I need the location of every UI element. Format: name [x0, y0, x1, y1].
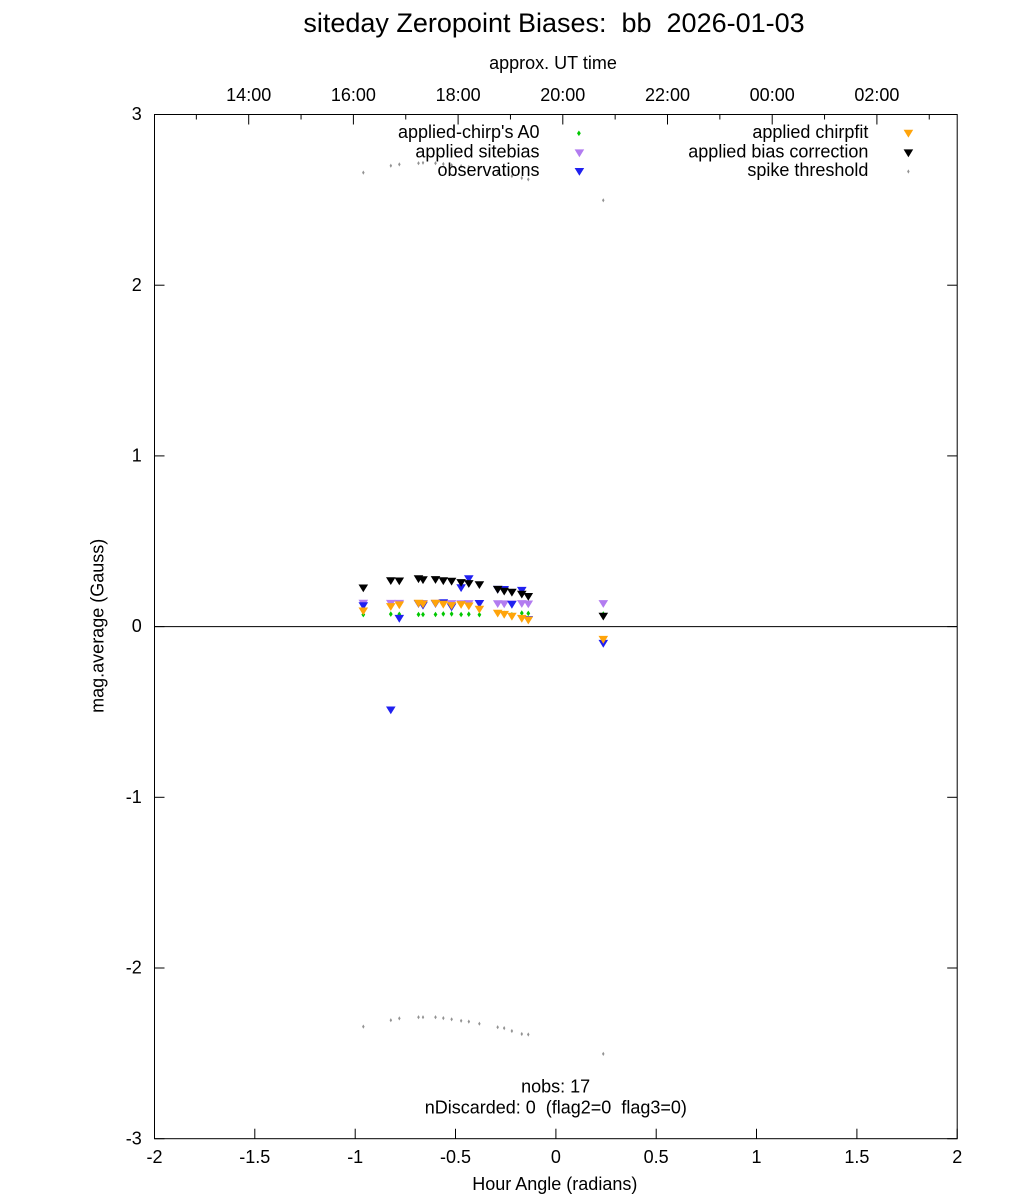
svg-text:-3: -3 — [126, 1128, 142, 1148]
svg-text:0.5: 0.5 — [644, 1147, 669, 1167]
svg-text:applied bias correction: applied bias correction — [688, 141, 868, 161]
svg-text:applied sitebias: applied sitebias — [415, 141, 539, 161]
svg-text:16:00: 16:00 — [331, 85, 376, 105]
svg-text:2: 2 — [132, 275, 142, 295]
svg-text:1.5: 1.5 — [844, 1147, 869, 1167]
svg-text:mag.average (Gauss): mag.average (Gauss) — [88, 539, 108, 713]
svg-text:approx. UT time: approx. UT time — [489, 53, 617, 73]
svg-text:22:00: 22:00 — [645, 85, 690, 105]
svg-text:18:00: 18:00 — [436, 85, 481, 105]
svg-text:-1: -1 — [126, 787, 142, 807]
svg-text:0: 0 — [132, 616, 142, 636]
svg-text:Hour Angle (radians): Hour Angle (radians) — [472, 1174, 637, 1194]
svg-text:applied-chirp's A0: applied-chirp's A0 — [398, 122, 540, 142]
svg-text:-1: -1 — [347, 1147, 363, 1167]
svg-text:nDiscarded: 0 (flag2=0 flag3: nDiscarded: 0 (flag2=0 flag3=0) — [425, 1098, 687, 1118]
svg-text:02:00: 02:00 — [854, 85, 899, 105]
svg-text:2: 2 — [952, 1147, 962, 1167]
svg-text:nobs: 17: nobs: 17 — [521, 1077, 590, 1097]
svg-text:-0.5: -0.5 — [440, 1147, 471, 1167]
svg-text:1: 1 — [132, 446, 142, 466]
svg-text:0: 0 — [551, 1147, 561, 1167]
svg-text:-2: -2 — [146, 1147, 162, 1167]
svg-text:14:00: 14:00 — [226, 85, 271, 105]
svg-text:observations: observations — [437, 160, 539, 180]
svg-text:20:00: 20:00 — [540, 85, 585, 105]
svg-text:00:00: 00:00 — [750, 85, 795, 105]
svg-text:-1.5: -1.5 — [239, 1147, 270, 1167]
svg-text:-2: -2 — [126, 958, 142, 978]
svg-text:siteday Zeropoint Biases: bb: siteday Zeropoint Biases: bb 2026-01-03 — [303, 8, 804, 38]
svg-text:3: 3 — [132, 104, 142, 124]
svg-text:spike threshold: spike threshold — [747, 160, 868, 180]
svg-text:applied chirpfit: applied chirpfit — [752, 122, 868, 142]
svg-text:1: 1 — [751, 1147, 761, 1167]
